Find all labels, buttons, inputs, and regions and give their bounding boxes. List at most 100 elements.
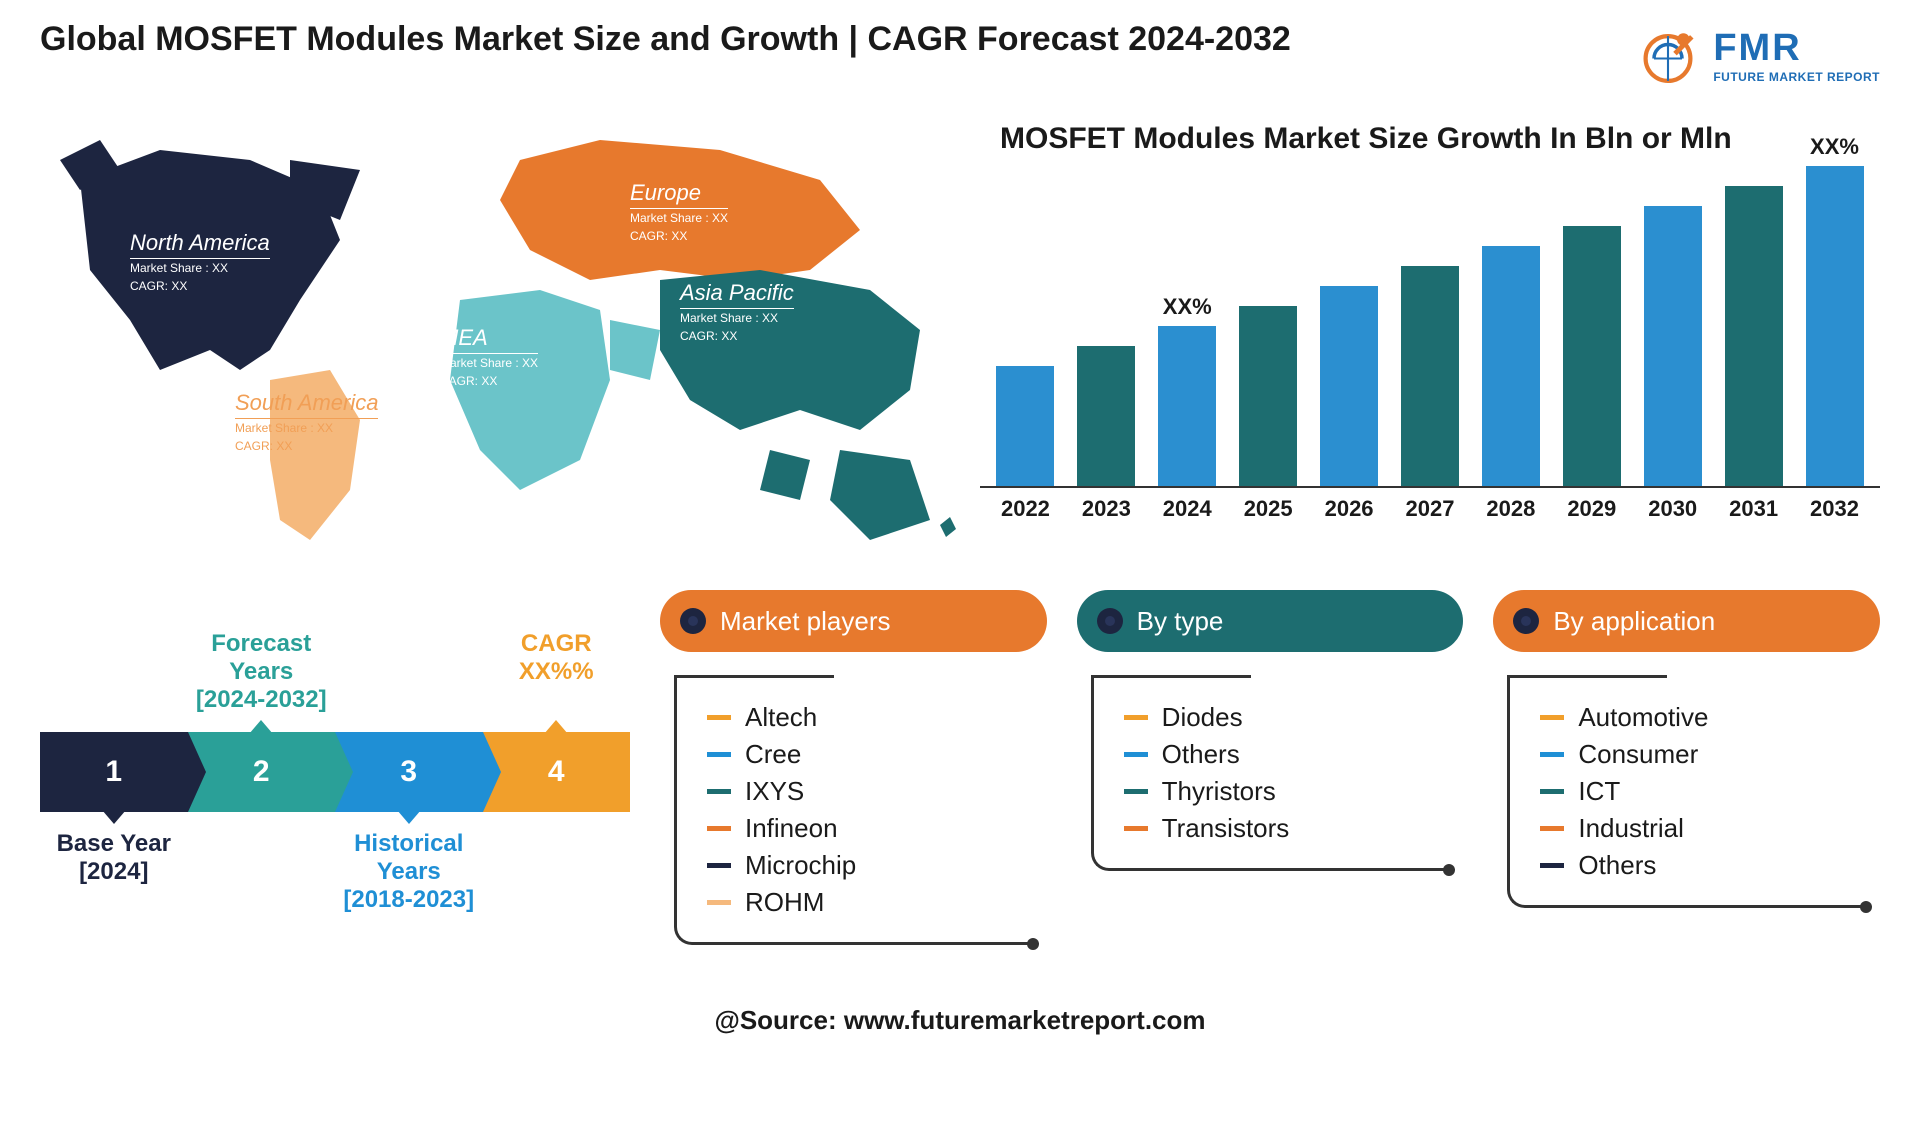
dash-icon	[707, 789, 731, 794]
bar-2026	[1314, 286, 1385, 486]
bar-chart: XX% XX%	[980, 168, 1880, 488]
list-item: Thyristors	[1124, 776, 1440, 807]
bar-top-label: XX%	[1163, 294, 1212, 320]
dash-icon	[1124, 826, 1148, 831]
list-item-text: Others	[1162, 739, 1240, 770]
logo-text: FMR FUTURE MARKET REPORT	[1713, 27, 1880, 84]
list-item-text: Transistors	[1162, 813, 1290, 844]
dash-icon	[1124, 715, 1148, 720]
bar-chart-title: MOSFET Modules Market Size Growth In Bln…	[1000, 120, 1880, 158]
dash-icon	[1540, 789, 1564, 794]
map-label-sa: South America Market Share : XX CAGR: XX	[235, 390, 378, 453]
region-cagr: CAGR: XX	[130, 277, 270, 293]
timeline-seg-1: 1	[40, 732, 188, 812]
bar-year-label: 2022	[1001, 496, 1050, 522]
bar-year-label: 2028	[1486, 496, 1535, 522]
bar-2029	[1556, 226, 1627, 486]
upper-row: North AmericaMarket Share : XXCAGR: XXSo…	[40, 120, 1880, 550]
region-share: Market Share : XX	[235, 418, 378, 435]
list-item-text: ROHM	[745, 887, 824, 918]
list-item-text: Thyristors	[1162, 776, 1276, 807]
category-header-text: By application	[1553, 606, 1715, 637]
list-item-text: Others	[1578, 850, 1656, 881]
region-cagr: CAGR: XX	[630, 227, 728, 243]
bar-2023	[1071, 346, 1142, 486]
timeline-cagr-label: CAGR XX%%	[483, 630, 631, 714]
list-item: Others	[1124, 739, 1440, 770]
timeline-seg-3: 3	[335, 732, 483, 812]
page-title: Global MOSFET Modules Market Size and Gr…	[40, 20, 1291, 59]
region-share: Market Share : XX	[680, 308, 794, 325]
category-header-text: By type	[1137, 606, 1224, 637]
dash-icon	[1540, 863, 1564, 868]
category-by-application: By application Automotive Consumer ICT Indu…	[1493, 590, 1880, 945]
region-cagr: CAGR: XX	[235, 437, 378, 453]
list-item: Automotive	[1540, 702, 1856, 733]
dash-icon	[1540, 715, 1564, 720]
list-item-text: Industrial	[1578, 813, 1684, 844]
list-item: Infineon	[707, 813, 1023, 844]
region-cagr: CAGR: XX	[440, 372, 538, 388]
category-header-text: Market players	[720, 606, 891, 637]
bar-year-label: 2026	[1325, 496, 1374, 522]
list-item: ROHM	[707, 887, 1023, 918]
map-label-na: North AmericaMarket Share : XXCAGR: XX	[130, 230, 270, 293]
bar-2022	[990, 366, 1061, 486]
bar-2028	[1475, 246, 1546, 486]
list-item: Industrial	[1540, 813, 1856, 844]
list-item: ICT	[1540, 776, 1856, 807]
timeline-seg-2: 2	[188, 732, 336, 812]
list-item: IXYS	[707, 776, 1023, 807]
region-share: Market Share : XX	[630, 208, 728, 225]
list-item: Altech	[707, 702, 1023, 733]
source-line: @Source: www.futuremarketreport.com	[40, 1005, 1880, 1036]
list-item-text: IXYS	[745, 776, 804, 807]
map-label-ap: Asia Pacific Market Share : XX CAGR: XX	[680, 280, 794, 343]
region-name: North America	[130, 230, 270, 256]
list-item-text: Consumer	[1578, 739, 1698, 770]
dash-icon	[707, 900, 731, 905]
bullet-icon	[680, 608, 706, 634]
list-item-text: ICT	[1578, 776, 1620, 807]
region-name: Asia Pacific	[680, 280, 794, 306]
category-by-type: By type Diodes Others Thyristors Transistor…	[1077, 590, 1464, 945]
category-list: Altech Cree IXYS Infineon Microchip ROHM	[674, 678, 1033, 945]
bar-2027	[1395, 266, 1466, 486]
dash-icon	[707, 715, 731, 720]
logo: FMR FUTURE MARKET REPORT	[1633, 20, 1880, 90]
list-item: Cree	[707, 739, 1023, 770]
timeline-hist-label: Historical Years [2018-2023]	[335, 830, 483, 914]
list-item-text: Infineon	[745, 813, 838, 844]
dash-icon	[707, 863, 731, 868]
list-item-text: Microchip	[745, 850, 856, 881]
list-item: Others	[1540, 850, 1856, 881]
dash-icon	[707, 752, 731, 757]
region-name: South America	[235, 390, 378, 416]
bar-2025	[1233, 306, 1304, 486]
lower-row: Forecast Years [2024-2032] CAGR XX%% 123…	[40, 590, 1880, 945]
dash-icon	[1124, 752, 1148, 757]
triangle-down-icon	[102, 810, 126, 824]
fmr-logo-icon	[1633, 20, 1703, 90]
bar-year-label: 2025	[1244, 496, 1293, 522]
timeline-forecast-label: Forecast Years [2024-2032]	[188, 630, 336, 714]
dash-icon	[707, 826, 731, 831]
dash-icon	[1540, 826, 1564, 831]
dash-icon	[1124, 789, 1148, 794]
map-label-mea: MEAMarket Share : XXCAGR: XX	[440, 325, 538, 388]
bar-2024: XX%	[1152, 326, 1223, 486]
bar-2031	[1718, 186, 1789, 486]
bar-year-label: 2024	[1163, 496, 1212, 522]
region-cagr: CAGR: XX	[680, 327, 794, 343]
category-list: Diodes Others Thyristors Transistors	[1091, 678, 1450, 871]
list-item: Transistors	[1124, 813, 1440, 844]
bar-year-label: 2027	[1406, 496, 1455, 522]
bar-chart-xaxis: 2022202320242025202620272028202920302031…	[980, 488, 1880, 522]
map-label-eu: EuropeMarket Share : XXCAGR: XX	[630, 180, 728, 243]
category-market-players: Market players Altech Cree IXYS Infineon Mic…	[660, 590, 1047, 945]
category-header: By application	[1493, 590, 1880, 652]
list-item-text: Diodes	[1162, 702, 1243, 733]
bullet-icon	[1097, 608, 1123, 634]
bullet-icon	[1513, 608, 1539, 634]
bar-year-label: 2030	[1648, 496, 1697, 522]
